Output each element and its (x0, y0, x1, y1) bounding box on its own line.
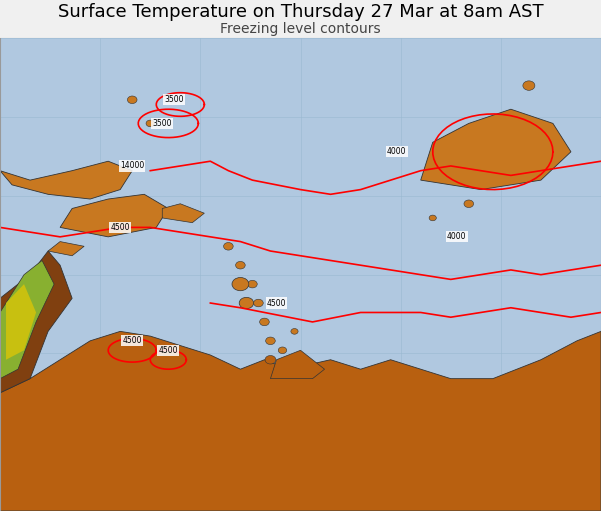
Circle shape (239, 297, 254, 309)
Circle shape (523, 81, 535, 90)
Circle shape (248, 281, 257, 288)
Polygon shape (0, 261, 54, 379)
Circle shape (127, 96, 137, 104)
Circle shape (265, 356, 276, 364)
Text: 4500: 4500 (123, 336, 142, 345)
Polygon shape (270, 351, 325, 379)
Circle shape (266, 337, 275, 344)
Circle shape (429, 215, 436, 221)
Polygon shape (162, 204, 204, 223)
Circle shape (254, 299, 263, 307)
Text: 4500: 4500 (111, 223, 130, 232)
Text: Freezing level contours: Freezing level contours (220, 22, 381, 36)
Circle shape (236, 262, 245, 269)
Polygon shape (48, 242, 84, 256)
Text: 14000: 14000 (120, 161, 144, 171)
Polygon shape (6, 284, 36, 360)
Polygon shape (0, 251, 72, 393)
Polygon shape (60, 194, 168, 237)
Text: Surface Temperature on Thursday 27 Mar at 8am AST: Surface Temperature on Thursday 27 Mar a… (58, 3, 543, 21)
Circle shape (224, 243, 233, 250)
Circle shape (464, 200, 474, 207)
Circle shape (278, 347, 287, 354)
Text: 3500: 3500 (153, 119, 172, 128)
Circle shape (260, 318, 269, 326)
Polygon shape (0, 331, 601, 511)
Circle shape (232, 277, 249, 291)
Circle shape (146, 120, 154, 127)
Text: 4500: 4500 (159, 346, 178, 355)
Text: 3500: 3500 (165, 95, 184, 104)
Text: 4000: 4000 (387, 147, 406, 156)
Polygon shape (0, 161, 132, 199)
Polygon shape (421, 109, 571, 190)
Circle shape (291, 329, 298, 334)
Text: 4000: 4000 (447, 233, 466, 241)
Text: 4500: 4500 (267, 298, 286, 308)
